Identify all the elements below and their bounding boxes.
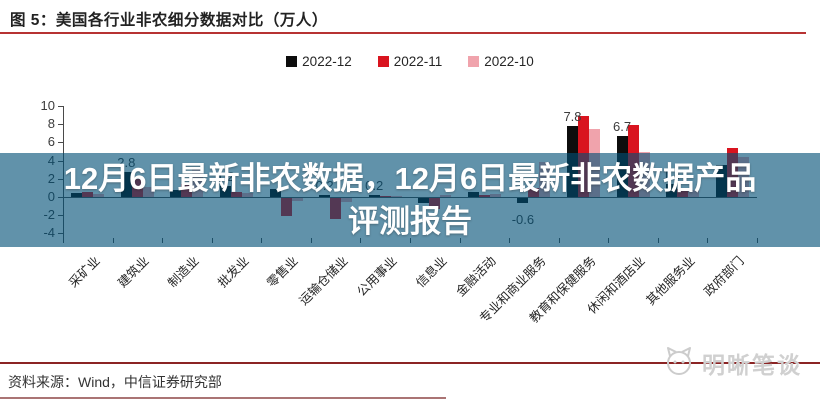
legend-swatch-icon <box>286 56 298 67</box>
overlay-banner: 12月6日最新非农数据，12月6日最新非农数据产品评测报告 <box>0 153 820 247</box>
legend-label: 2022-11 <box>393 54 443 69</box>
y-axis-tick <box>58 106 63 107</box>
watermark-text: 明晰笔谈 <box>702 352 802 378</box>
category-label: 建筑业 <box>115 253 153 291</box>
legend-swatch-icon <box>377 56 389 67</box>
source-line: 资料来源：Wind，中信证券研究部 <box>8 374 222 390</box>
y-tick-label: 6 <box>47 134 55 150</box>
bottom-partial-line <box>0 397 446 399</box>
bar-value-label: 7.8 <box>563 109 582 125</box>
category-label: 公用事业 <box>354 253 400 300</box>
legend-item: 2022-12 <box>286 54 352 69</box>
y-axis-tick <box>58 142 63 144</box>
separator-line <box>0 362 820 364</box>
chart-legend: 2022-12 2022-11 2022-10 <box>0 54 820 69</box>
category-label: 运输仓储业 <box>296 253 351 308</box>
y-axis-tick <box>58 124 63 126</box>
category-label: 金融活动 <box>453 253 500 300</box>
category-label: 政府部门 <box>701 253 747 300</box>
legend-label: 2022-10 <box>484 54 534 69</box>
title-underline <box>0 32 806 34</box>
category-label: 信息业 <box>413 253 450 291</box>
legend-item: 2022-10 <box>468 54 534 69</box>
mingxi-bitan-logo-icon <box>662 344 696 383</box>
watermark: 明晰笔谈 <box>662 340 818 386</box>
category-label: 采矿业 <box>66 253 103 291</box>
category-label: 其他服务业 <box>643 253 698 308</box>
figure-title: 图 5：美国各行业非农细分数据对比（万人） <box>10 12 328 29</box>
category-label: 制造业 <box>165 253 202 291</box>
overlay-title: 12月6日最新非农数据，12月6日最新非农数据产品评测报告 <box>63 161 757 239</box>
bar-value-label: 6.7 <box>613 119 632 135</box>
legend-item: 2022-11 <box>377 54 443 69</box>
legend-label: 2022-12 <box>302 54 352 69</box>
y-tick-label: 10 <box>40 98 55 113</box>
category-label: 批发业 <box>214 253 252 291</box>
category-label: 零售业 <box>264 253 301 291</box>
y-tick-label: 8 <box>47 116 55 132</box>
legend-swatch-icon <box>468 56 480 67</box>
